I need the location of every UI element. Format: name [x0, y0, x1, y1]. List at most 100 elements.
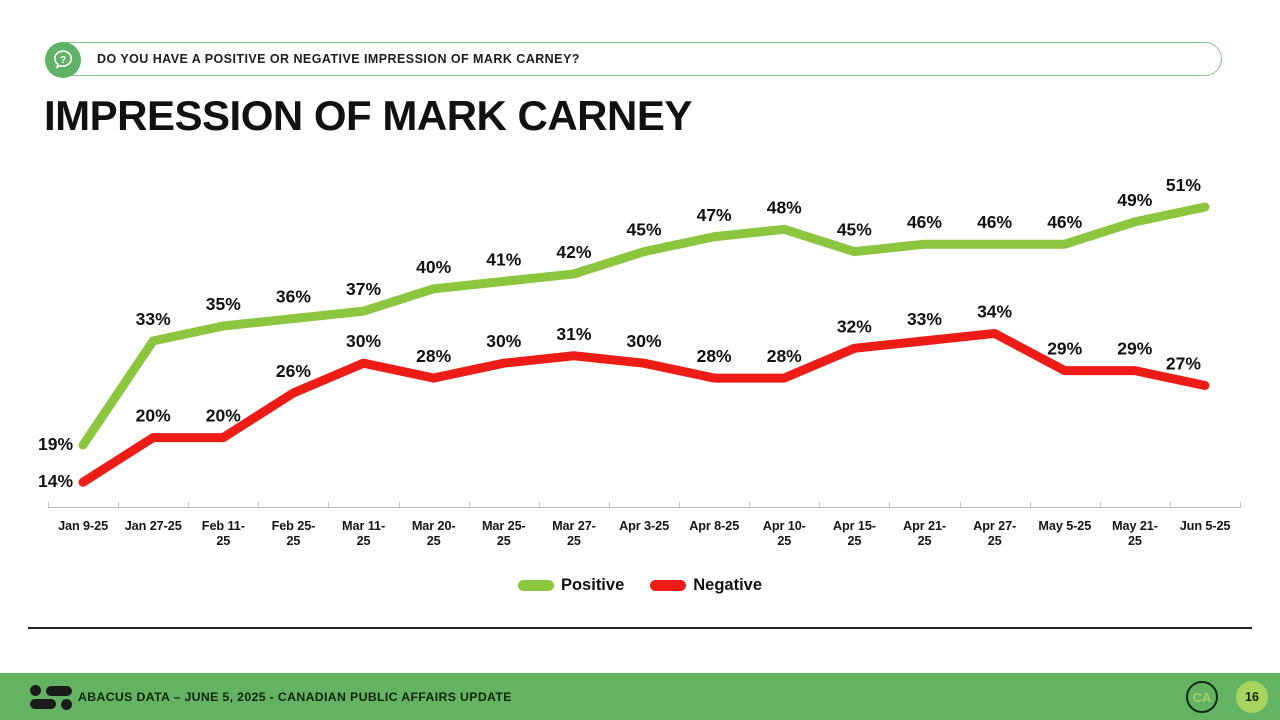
x-axis-label: May 21- 25: [1100, 519, 1170, 550]
x-axis-label-line: Mar 20-: [411, 519, 456, 533]
data-label: 19%: [38, 434, 73, 454]
x-axis-label: Jan 27-25: [118, 519, 188, 550]
data-label: 45%: [626, 220, 661, 240]
x-axis-label-line: 25: [426, 534, 441, 549]
x-axis-label-line: 25: [286, 534, 301, 549]
data-label: 36%: [276, 287, 311, 307]
x-axis-tick: [48, 502, 49, 508]
data-label: 48%: [767, 197, 802, 217]
x-axis-label-line: 25: [917, 534, 932, 549]
x-axis-label: Feb 11- 25: [188, 519, 258, 550]
x-axis-label-line: Jun 5-25: [1179, 519, 1231, 533]
x-axis-tick: [188, 502, 190, 508]
data-label: 27%: [1166, 354, 1201, 374]
x-axis-tick: [118, 502, 120, 508]
legend-item-negative[interactable]: Negative: [650, 576, 762, 595]
x-axis-label: Mar 27- 25: [539, 519, 609, 550]
data-label: 40%: [416, 257, 451, 277]
data-label: 14%: [38, 471, 73, 491]
question-banner: ? DO YOU HAVE A POSITIVE OR NEGATIVE IMP…: [45, 42, 1222, 78]
x-axis-label: Mar 20- 25: [399, 519, 469, 550]
page-title: IMPRESSION OF MARK CARNEY: [44, 92, 692, 139]
footer-divider: [28, 627, 1252, 629]
x-axis-tick: [398, 502, 400, 508]
data-label: 28%: [767, 346, 802, 366]
data-label: 46%: [907, 212, 942, 232]
data-label: 51%: [1166, 175, 1201, 195]
data-label: 47%: [697, 205, 732, 225]
data-label: 26%: [276, 361, 311, 381]
legend-label: Positive: [560, 576, 625, 594]
chart-canvas: 19% 33% 35% 36% 37% 40% 41% 42% 45% 47% 48% 45% 46% 4…: [38, 175, 1210, 491]
x-axis-labels: Jan 9-25 Jan 27-25 Feb 11- 25 Feb 25- 25 Mar 1…: [48, 519, 1240, 550]
line-chart: 19% 33% 35% 36% 37% 40% 41% 42% 45% 47% 48% 45% 46% 4…: [0, 150, 1280, 510]
x-axis-line: [48, 507, 1240, 508]
data-label: 29%: [1117, 339, 1152, 359]
legend-item-positive[interactable]: Positive: [517, 576, 625, 595]
x-axis-label: Apr 21- 25: [890, 519, 960, 550]
x-axis-label-line: May 21-: [1112, 519, 1158, 533]
x-axis-tick: [1169, 502, 1171, 508]
x-axis-tick: [608, 502, 610, 508]
x-axis-label-line: Apr 3-25: [619, 519, 670, 533]
series-line-negative: [78, 328, 1210, 487]
legend-label: Negative: [693, 576, 763, 594]
x-axis-label: Apr 8-25: [679, 519, 749, 550]
data-label: 30%: [346, 331, 381, 351]
data-label: 20%: [136, 406, 171, 426]
x-axis-label-line: 25: [566, 534, 581, 549]
x-axis-label-line: Jan 9-25: [58, 519, 109, 533]
data-label: 42%: [556, 242, 591, 262]
data-label: 20%: [206, 406, 241, 426]
data-label: 30%: [486, 331, 521, 351]
footer-caption: ABACUS DATA – JUNE 5, 2025 - CANADIAN PU…: [78, 689, 512, 704]
data-label: 41%: [486, 249, 521, 269]
svg-text:?: ?: [60, 55, 66, 66]
data-label: 32%: [837, 316, 872, 336]
x-axis-tick: [889, 502, 891, 508]
legend-swatch-icon: [650, 580, 687, 591]
x-axis-label-line: Apr 8-25: [689, 519, 740, 533]
x-axis-label-line: Apr 15-: [832, 519, 876, 533]
data-label: 46%: [977, 212, 1012, 232]
x-axis-label: Apr 27- 25: [960, 519, 1030, 550]
x-axis-tick: [328, 502, 330, 508]
x-axis-label: Feb 25- 25: [258, 519, 328, 550]
x-axis-label-line: Mar 11-: [342, 519, 386, 533]
x-axis-label-line: Apr 27-: [973, 519, 1017, 533]
x-axis-label-line: Mar 25-: [481, 519, 526, 533]
x-axis-label-line: Apr 10-: [762, 519, 806, 533]
x-axis-tick: [1029, 502, 1031, 508]
x-axis-tick: [1240, 502, 1241, 508]
footer-bar: ABACUS DATA – JUNE 5, 2025 - CANADIAN PU…: [0, 673, 1280, 720]
x-axis-tick: [749, 502, 751, 508]
data-label: 28%: [416, 346, 451, 366]
x-axis-tick: [679, 502, 681, 508]
x-axis-label-line: 25: [496, 534, 511, 549]
data-label: 35%: [206, 294, 241, 314]
abacus-logo-icon: [30, 685, 72, 710]
data-label: 29%: [1047, 339, 1082, 359]
chart-legend: Positive Negative: [0, 576, 1280, 595]
question-label: DO YOU HAVE A POSITIVE OR NEGATIVE IMPRE…: [97, 52, 580, 66]
x-axis-label-line: Mar 27-: [552, 519, 596, 533]
series-line-positive: [78, 202, 1210, 450]
data-label: 49%: [1117, 190, 1152, 210]
x-axis-tick: [468, 502, 470, 508]
x-axis-label: Apr 10- 25: [749, 519, 819, 550]
x-axis-label-line: 25: [1127, 534, 1142, 549]
x-axis-label-line: May 5-25: [1038, 519, 1092, 533]
series-group: [78, 202, 1210, 487]
data-labels-group: 19% 33% 35% 36% 37% 40% 41% 42% 45% 47% 48% 45% 46% 4…: [38, 175, 1201, 491]
x-axis-label-line: 25: [216, 534, 231, 549]
x-axis-label: Jan 9-25: [48, 519, 118, 550]
x-axis-label-line: Feb 25-: [271, 519, 316, 533]
x-axis-label: Mar 25- 25: [469, 519, 539, 550]
legend-swatch-icon: [517, 580, 554, 591]
data-label: 33%: [136, 309, 171, 329]
x-axis-tick: [959, 502, 961, 508]
question-mark-bubble-icon: ?: [45, 42, 81, 78]
x-axis-tick: [1099, 502, 1101, 508]
x-axis-label-line: 25: [356, 534, 371, 549]
